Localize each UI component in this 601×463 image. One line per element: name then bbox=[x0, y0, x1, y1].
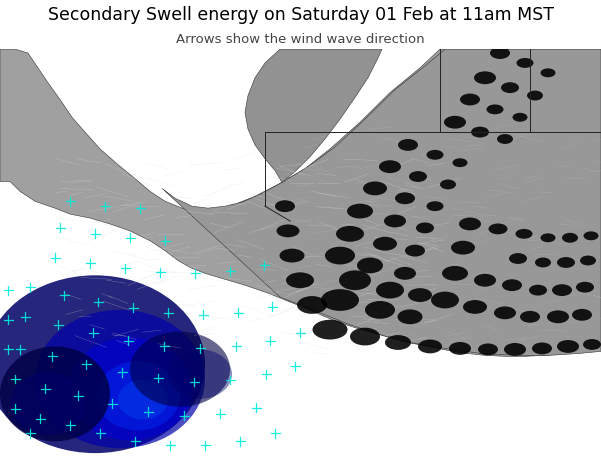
Ellipse shape bbox=[427, 202, 444, 212]
Ellipse shape bbox=[286, 273, 314, 288]
Text: Secondary Swell energy on Saturday 01 Feb at 11am MST: Secondary Swell energy on Saturday 01 Fe… bbox=[47, 6, 554, 24]
Ellipse shape bbox=[516, 59, 534, 69]
Ellipse shape bbox=[440, 180, 456, 190]
Ellipse shape bbox=[35, 310, 205, 448]
Ellipse shape bbox=[459, 218, 481, 231]
Ellipse shape bbox=[395, 193, 415, 205]
Ellipse shape bbox=[0, 276, 205, 453]
Ellipse shape bbox=[474, 274, 496, 287]
Ellipse shape bbox=[583, 339, 601, 350]
Ellipse shape bbox=[489, 224, 507, 235]
Ellipse shape bbox=[502, 280, 522, 292]
Ellipse shape bbox=[313, 320, 347, 340]
Ellipse shape bbox=[431, 292, 459, 309]
Ellipse shape bbox=[321, 289, 359, 311]
Ellipse shape bbox=[379, 161, 401, 174]
Ellipse shape bbox=[486, 105, 504, 115]
Ellipse shape bbox=[474, 72, 496, 85]
Ellipse shape bbox=[68, 338, 192, 440]
Ellipse shape bbox=[552, 285, 572, 296]
Ellipse shape bbox=[444, 117, 466, 129]
Ellipse shape bbox=[527, 91, 543, 101]
Ellipse shape bbox=[451, 241, 475, 255]
Ellipse shape bbox=[405, 245, 425, 257]
Ellipse shape bbox=[96, 362, 180, 431]
Ellipse shape bbox=[408, 288, 432, 302]
Ellipse shape bbox=[547, 311, 569, 324]
Ellipse shape bbox=[339, 271, 371, 290]
Ellipse shape bbox=[572, 309, 592, 321]
Ellipse shape bbox=[347, 204, 373, 219]
Polygon shape bbox=[245, 50, 382, 183]
Ellipse shape bbox=[275, 201, 295, 213]
Polygon shape bbox=[162, 50, 601, 356]
Ellipse shape bbox=[516, 229, 532, 239]
Ellipse shape bbox=[418, 340, 442, 354]
Ellipse shape bbox=[365, 301, 395, 319]
Ellipse shape bbox=[416, 223, 434, 234]
Polygon shape bbox=[0, 50, 601, 357]
Ellipse shape bbox=[532, 343, 552, 355]
Ellipse shape bbox=[10, 372, 86, 435]
Ellipse shape bbox=[373, 237, 397, 251]
Ellipse shape bbox=[557, 340, 579, 353]
Ellipse shape bbox=[529, 285, 547, 296]
Ellipse shape bbox=[494, 307, 516, 319]
Ellipse shape bbox=[168, 350, 232, 399]
Ellipse shape bbox=[325, 247, 355, 265]
Ellipse shape bbox=[540, 69, 555, 78]
Ellipse shape bbox=[449, 342, 471, 355]
Ellipse shape bbox=[497, 135, 513, 144]
Ellipse shape bbox=[409, 172, 427, 182]
Ellipse shape bbox=[0, 347, 110, 441]
Ellipse shape bbox=[118, 380, 168, 419]
Ellipse shape bbox=[540, 234, 555, 243]
Ellipse shape bbox=[501, 83, 519, 94]
Ellipse shape bbox=[520, 311, 540, 323]
Ellipse shape bbox=[584, 232, 599, 241]
Ellipse shape bbox=[460, 94, 480, 106]
Ellipse shape bbox=[509, 254, 527, 264]
Ellipse shape bbox=[394, 267, 416, 280]
Ellipse shape bbox=[336, 226, 364, 242]
Ellipse shape bbox=[471, 127, 489, 138]
Ellipse shape bbox=[350, 328, 380, 346]
Text: Arrows show the wind wave direction: Arrows show the wind wave direction bbox=[176, 32, 425, 45]
Ellipse shape bbox=[427, 150, 444, 160]
Ellipse shape bbox=[397, 310, 423, 325]
Ellipse shape bbox=[376, 282, 404, 299]
Ellipse shape bbox=[562, 233, 578, 243]
Ellipse shape bbox=[357, 258, 383, 274]
Ellipse shape bbox=[535, 258, 551, 268]
Ellipse shape bbox=[398, 140, 418, 151]
Ellipse shape bbox=[478, 344, 498, 356]
Ellipse shape bbox=[453, 159, 468, 168]
Ellipse shape bbox=[442, 266, 468, 281]
Ellipse shape bbox=[385, 335, 411, 350]
Ellipse shape bbox=[580, 256, 596, 266]
Ellipse shape bbox=[276, 225, 299, 238]
Ellipse shape bbox=[576, 282, 594, 293]
Ellipse shape bbox=[504, 343, 526, 356]
Ellipse shape bbox=[297, 296, 327, 314]
Ellipse shape bbox=[463, 300, 487, 314]
Ellipse shape bbox=[513, 113, 528, 122]
Ellipse shape bbox=[130, 332, 230, 407]
Ellipse shape bbox=[279, 249, 305, 263]
Ellipse shape bbox=[557, 257, 575, 269]
Ellipse shape bbox=[384, 215, 406, 228]
Ellipse shape bbox=[490, 48, 510, 60]
Ellipse shape bbox=[363, 182, 387, 196]
